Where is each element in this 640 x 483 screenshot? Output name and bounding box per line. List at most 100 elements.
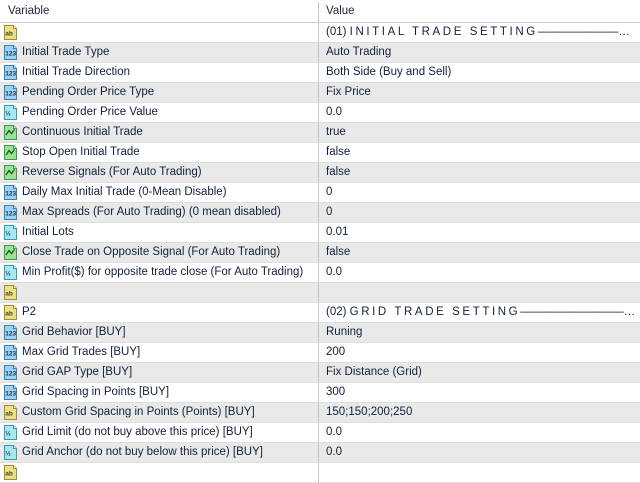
value-cell[interactable]: false	[326, 166, 351, 178]
variable-cell[interactable]: ab	[0, 23, 318, 42]
grid-row[interactable]: 123 Grid GAP Type [BUY] Fix Distance (Grid…	[0, 363, 640, 383]
value-cell[interactable]: 0.0	[326, 446, 342, 458]
grid-row[interactable]: ab	[0, 283, 640, 303]
svg-text:ab: ab	[5, 411, 13, 418]
value-cell[interactable]: 0.01	[326, 226, 349, 238]
grid-row[interactable]: ab (01) INITIAL TRADE SETTING————————————…	[0, 23, 640, 43]
variable-cell[interactable]: ½ Grid Limit (do not buy above this price…	[0, 423, 318, 442]
grid-row[interactable]: 123 Pending Order Price Type Fix Price	[0, 83, 640, 103]
grid-row[interactable]: ½ Initial Lots 0.01	[0, 223, 640, 243]
variable-cell[interactable]: ½ Grid Anchor (do not buy below this pric…	[0, 443, 318, 462]
variable-cell[interactable]: 123 Pending Order Price Type	[0, 83, 318, 102]
value-cell[interactable]: 0.0	[326, 266, 342, 278]
variable-label: Max Spreads (For Auto Trading) (0 mean d…	[22, 206, 281, 218]
svg-text:½: ½	[5, 450, 11, 458]
123-integer-icon: 123	[3, 45, 18, 60]
row-column-divider	[318, 63, 319, 82]
value-cell[interactable]: Fix Distance (Grid)	[326, 366, 422, 378]
section-header-value[interactable]: (02) GRID TRADE SETTING—————————————————…	[326, 306, 640, 318]
value-cell[interactable]: Runing	[326, 326, 363, 338]
value-cell[interactable]: true	[326, 126, 346, 138]
variable-cell[interactable]: ab	[0, 283, 318, 302]
value-cell[interactable]: false	[326, 246, 351, 258]
grid-row[interactable]: ab P2 (02) GRID TRADE SETTING—————————————…	[0, 303, 640, 323]
grid-row[interactable]: ½ Pending Order Price Value 0.0	[0, 103, 640, 123]
grid-row[interactable]: 123 Grid Behavior [BUY] Runing	[0, 323, 640, 343]
value-cell[interactable]	[320, 283, 640, 302]
variable-cell[interactable]: 123 Grid Behavior [BUY]	[0, 323, 318, 342]
value-cell[interactable]: false	[326, 146, 351, 158]
grid-row[interactable]: Close Trade on Opposite Signal (For Auto…	[0, 243, 640, 263]
variable-cell[interactable]: ½ Pending Order Price Value	[0, 103, 318, 122]
variable-cell[interactable]: ab Custom Grid Spacing in Points (Points)…	[0, 403, 318, 422]
value-cell[interactable]: 0.0	[326, 106, 342, 118]
value-cell[interactable]: Fix Price	[326, 86, 371, 98]
row-column-divider	[318, 143, 319, 162]
variable-cell[interactable]: ½ Min Profit($) for opposite trade close …	[0, 263, 318, 282]
header-column-divider[interactable]	[318, 2, 319, 22]
row-column-divider	[318, 463, 319, 482]
123-integer-icon: 123	[3, 185, 18, 200]
value-cell[interactable]: Both Side (Buy and Sell)	[326, 66, 452, 78]
row-column-divider	[318, 163, 319, 182]
variable-cell[interactable]: ab	[0, 463, 318, 482]
value-cell[interactable]: 0	[326, 206, 333, 218]
grid-row[interactable]: ½ Min Profit($) for opposite trade close …	[0, 263, 640, 283]
variable-cell[interactable]: Reverse Signals (For Auto Trading)	[0, 163, 318, 182]
svg-text:123: 123	[5, 351, 16, 358]
value-cell[interactable]: 150;150;200;250	[326, 406, 413, 418]
value-cell[interactable]: Auto Trading	[326, 46, 392, 58]
grid-row[interactable]: Reverse Signals (For Auto Trading) false	[0, 163, 640, 183]
svg-text:ab: ab	[5, 311, 13, 318]
value-cell[interactable]: 0	[326, 186, 333, 198]
row-column-divider	[318, 283, 319, 302]
row-column-divider	[318, 303, 319, 322]
grid-row[interactable]: 123 Daily Max Initial Trade (0-Mean Disab…	[0, 183, 640, 203]
variable-cell[interactable]: Continuous Initial Trade	[0, 123, 318, 142]
grid-row[interactable]: 123 Max Grid Trades [BUY] 200	[0, 343, 640, 363]
variable-cell[interactable]: 123 Max Grid Trades [BUY]	[0, 343, 318, 362]
half-double-icon: ½	[3, 425, 18, 440]
column-header-variable[interactable]: Variable	[8, 5, 50, 17]
variable-cell[interactable]: 123 Grid GAP Type [BUY]	[0, 363, 318, 382]
variable-label: Max Grid Trades [BUY]	[22, 346, 141, 358]
svg-text:123: 123	[5, 51, 16, 58]
grid-row[interactable]: ab	[0, 463, 640, 483]
svg-text:123: 123	[5, 91, 16, 98]
value-cell[interactable]	[320, 463, 640, 482]
grid-row[interactable]: ½ Grid Anchor (do not buy below this pric…	[0, 443, 640, 463]
svg-text:123: 123	[5, 371, 16, 378]
variable-cell[interactable]: Close Trade on Opposite Signal (For Auto…	[0, 243, 318, 262]
grid-row[interactable]: Stop Open Initial Trade false	[0, 143, 640, 163]
svg-text:ab: ab	[5, 291, 13, 298]
value-cell[interactable]: 0.0	[326, 426, 342, 438]
half-double-icon: ½	[3, 105, 18, 120]
grid-row[interactable]: 123 Initial Trade Type Auto Trading	[0, 43, 640, 63]
grid-row[interactable]: 123 Max Spreads (For Auto Trading) (0 mea…	[0, 203, 640, 223]
variable-cell[interactable]: Stop Open Initial Trade	[0, 143, 318, 162]
variable-cell[interactable]: 123 Initial Trade Type	[0, 43, 318, 62]
value-cell[interactable]: 200	[326, 346, 346, 358]
variable-cell[interactable]: ab P2	[0, 303, 318, 322]
ab-string-icon: ab	[3, 465, 18, 480]
variable-cell[interactable]: 123 Max Spreads (For Auto Trading) (0 mea…	[0, 203, 318, 222]
variable-label: Pending Order Price Value	[22, 106, 158, 118]
grid-row[interactable]: 123 Grid Spacing in Points [BUY] 300	[0, 383, 640, 403]
grid-row[interactable]: Continuous Initial Trade true	[0, 123, 640, 143]
column-header-value[interactable]: Value	[326, 5, 355, 17]
variable-label: Grid Spacing in Points [BUY]	[22, 386, 170, 398]
row-column-divider	[318, 83, 319, 102]
variable-label: Initial Trade Type	[22, 46, 110, 58]
variable-cell[interactable]: 123 Grid Spacing in Points [BUY]	[0, 383, 318, 402]
variable-cell[interactable]: ½ Initial Lots	[0, 223, 318, 242]
variable-label: Grid GAP Type [BUY]	[22, 366, 133, 378]
variable-cell[interactable]: 123 Daily Max Initial Trade (0-Mean Disab…	[0, 183, 318, 202]
variable-cell[interactable]: 123 Initial Trade Direction	[0, 63, 318, 82]
value-cell[interactable]: 300	[326, 386, 346, 398]
grid-row[interactable]: 123 Initial Trade Direction Both Side (Buy…	[0, 63, 640, 83]
svg-text:123: 123	[5, 191, 16, 198]
section-header-value[interactable]: (01) INITIAL TRADE SETTING——————————————…	[326, 26, 640, 38]
grid-row[interactable]: ½ Grid Limit (do not buy above this price…	[0, 423, 640, 443]
grid-row[interactable]: ab Custom Grid Spacing in Points (Points)…	[0, 403, 640, 423]
